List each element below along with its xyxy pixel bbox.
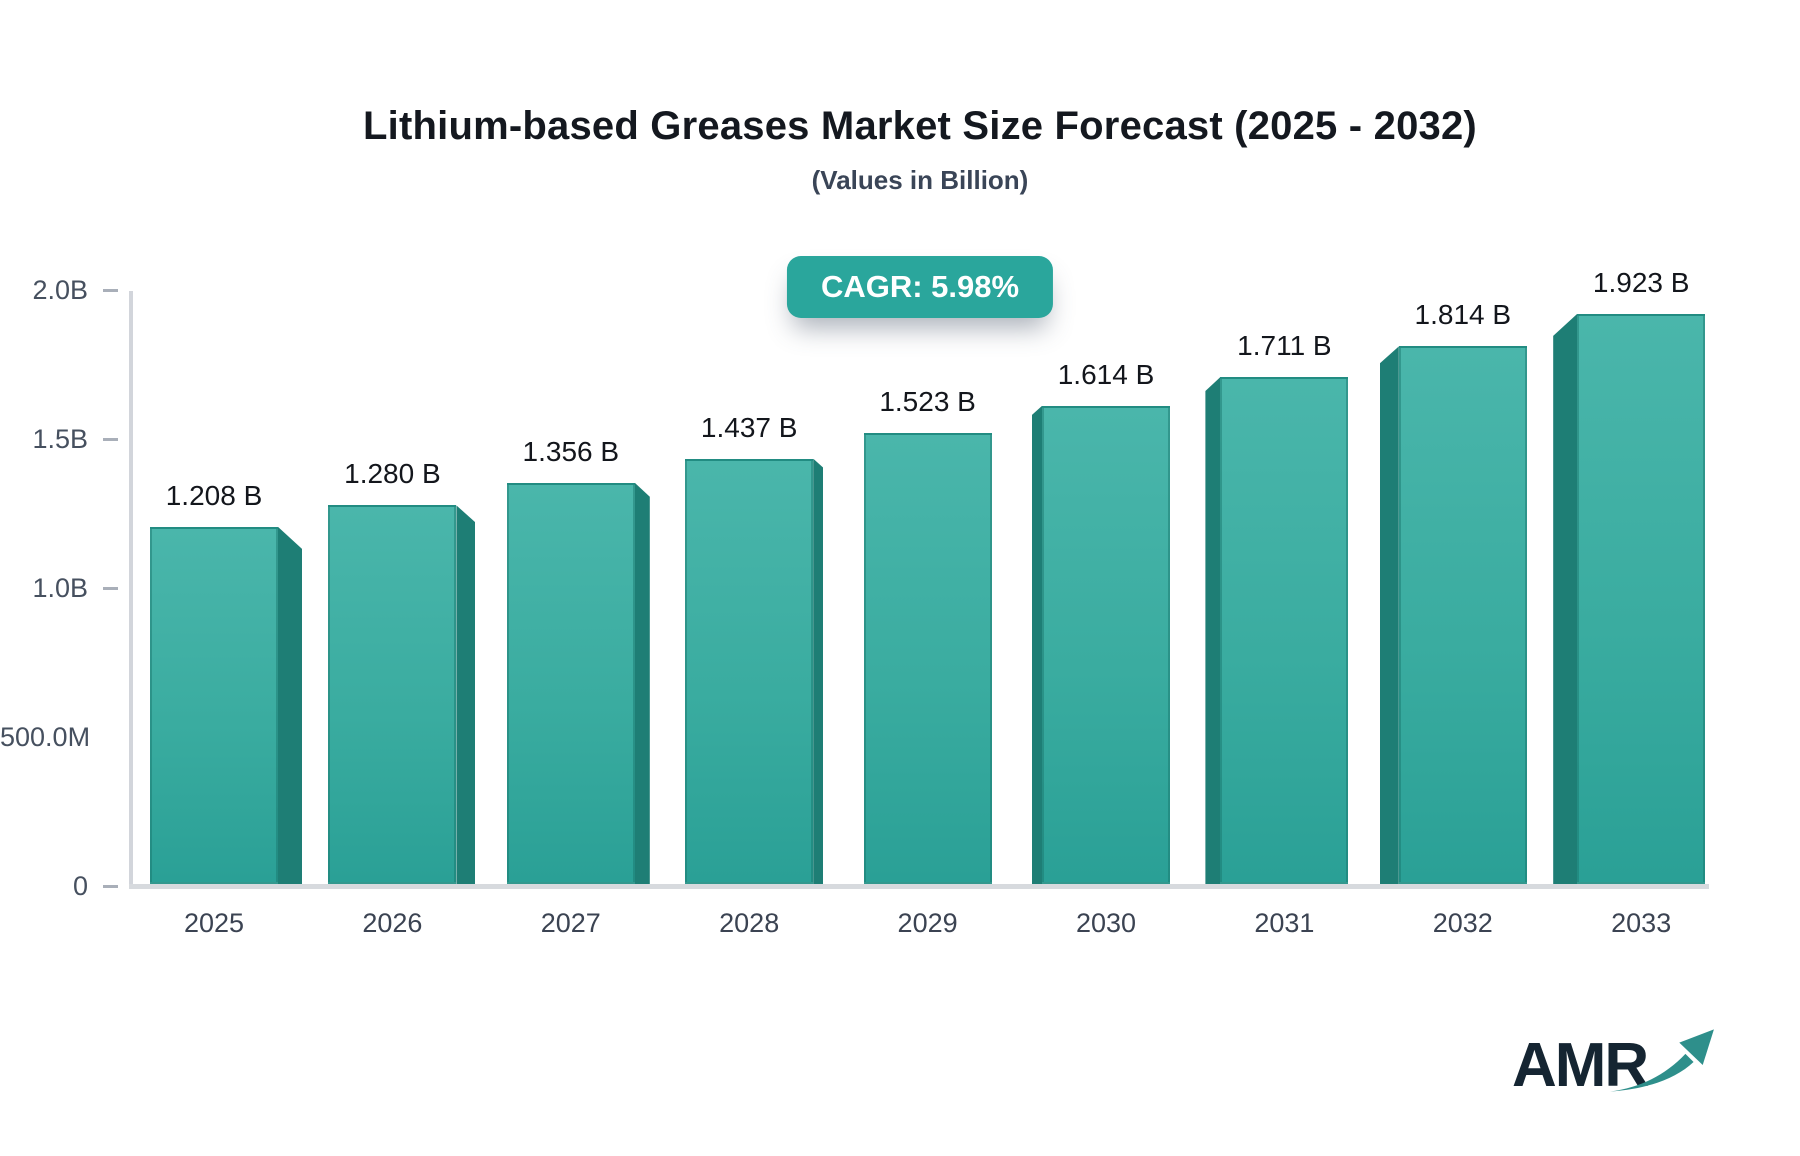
x-axis-label: 2027 (540, 908, 601, 938)
bar-2033[interactable] (1577, 313, 1706, 884)
y-axis-label: 1.0B (32, 572, 88, 603)
bar-value-label: 1.614 B (1057, 358, 1155, 390)
x-axis-label: 2031 (1254, 908, 1315, 938)
growth-arrow-icon (1610, 1029, 1714, 1092)
bar-value-label: 1.923 B (1592, 266, 1690, 298)
bar-side-3d (1553, 313, 1578, 884)
y-axis-label: 2.0B (32, 275, 88, 305)
x-axis-label: 2025 (183, 908, 245, 938)
x-axis-baseline (129, 884, 1709, 889)
brand-logo: AMR (1512, 1026, 1714, 1110)
y-axis-tick (103, 289, 118, 292)
y-axis-tick (103, 586, 118, 590)
bar-side-3d (634, 482, 650, 884)
x-axis-label: 2030 (1075, 908, 1137, 938)
bar-side-3d (1032, 405, 1042, 884)
chart-subtitle: (Values in Billion) (811, 165, 1029, 195)
y-axis-tick (103, 437, 118, 441)
bar-2027[interactable] (506, 482, 635, 884)
x-axis-label: 2032 (1432, 908, 1493, 938)
y-axis-tick (103, 884, 118, 888)
cagr-badge: CAGR: 5.98% (786, 256, 1054, 318)
bar-value-label: 1.711 B (1237, 330, 1332, 362)
bar-2032[interactable] (1398, 346, 1527, 884)
bar-value-label: 1.356 B (522, 435, 620, 467)
bar-value-label: 1.280 B (344, 458, 441, 490)
bar-2028[interactable] (685, 458, 814, 884)
y-axis-label: 1.5B (32, 423, 88, 454)
bar-value-label: 1.437 B (700, 411, 798, 443)
bar-2031[interactable] (1220, 377, 1349, 884)
bar-value-label: 1.814 B (1414, 299, 1512, 331)
bar-2026[interactable] (328, 505, 457, 884)
x-axis-label: 2029 (897, 908, 958, 938)
bar-side-3d (278, 526, 302, 884)
chart-header: Lithium-based Greases Market Size Foreca… (40, 104, 1800, 318)
y-axis-label: 0 (72, 870, 88, 901)
bar-side-3d (1379, 346, 1399, 884)
bar-side-3d (456, 505, 476, 884)
bar-value-label: 1.523 B (879, 386, 976, 418)
x-axis-label: 2033 (1611, 908, 1672, 938)
chart-title: Lithium-based Greases Market Size Foreca… (363, 104, 1477, 148)
bar-2030[interactable] (1042, 405, 1170, 884)
x-axis-label: 2026 (362, 908, 423, 938)
bar-2029[interactable] (863, 433, 992, 884)
x-axis-label: 2028 (719, 908, 780, 938)
bar-value-label: 1.208 B (165, 479, 263, 511)
bar-side-3d (813, 458, 824, 884)
bar-side-3d (1205, 377, 1221, 884)
bar-2025[interactable] (150, 526, 278, 884)
y-axis-line (129, 291, 133, 889)
y-axis-label: 500.0M (0, 721, 91, 752)
